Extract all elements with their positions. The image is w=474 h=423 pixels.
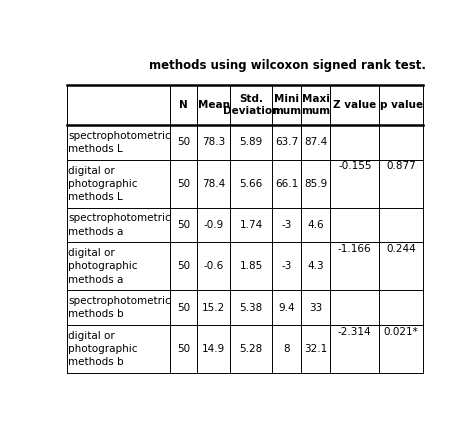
Text: Std.
Deviation: Std. Deviation [223,94,279,116]
Text: digital or
photographic
methods a: digital or photographic methods a [68,248,138,285]
Text: 50: 50 [177,261,191,272]
Text: spectrophotometric
methods L: spectrophotometric methods L [68,131,171,154]
Text: 87.4: 87.4 [304,137,327,147]
Text: 4.3: 4.3 [307,261,324,272]
Text: Mini
mum: Mini mum [272,94,301,116]
Text: Z value: Z value [333,100,376,110]
Text: 9.4: 9.4 [278,303,295,313]
Text: 50: 50 [177,137,191,147]
Text: 50: 50 [177,344,191,354]
Text: 50: 50 [177,220,191,230]
Text: digital or
photographic
methods b: digital or photographic methods b [68,331,138,368]
Text: 66.1: 66.1 [275,179,298,189]
Text: 78.4: 78.4 [202,179,226,189]
Text: 63.7: 63.7 [275,137,298,147]
Text: 5.89: 5.89 [239,137,263,147]
Text: Maxi
mum: Maxi mum [301,94,330,116]
Text: -3: -3 [282,261,292,272]
Text: -1.166: -1.166 [338,244,372,254]
Text: Mean: Mean [198,100,230,110]
Text: 14.9: 14.9 [202,344,226,354]
Text: 4.6: 4.6 [307,220,324,230]
Text: 0.877: 0.877 [386,161,416,171]
Text: 50: 50 [177,179,191,189]
Text: 15.2: 15.2 [202,303,226,313]
Text: 1.74: 1.74 [239,220,263,230]
Text: 0.244: 0.244 [386,244,416,254]
Text: digital or
photographic
methods L: digital or photographic methods L [68,165,138,202]
Text: spectrophotometric
methods a: spectrophotometric methods a [68,214,171,237]
Text: 33: 33 [309,303,322,313]
Text: 85.9: 85.9 [304,179,327,189]
Text: -3: -3 [282,220,292,230]
Text: 0.021*: 0.021* [384,327,419,337]
Text: -0.9: -0.9 [204,220,224,230]
Text: 1.85: 1.85 [239,261,263,272]
Text: 5.38: 5.38 [239,303,263,313]
Text: spectrophotometric
methods b: spectrophotometric methods b [68,296,171,319]
Text: 5.28: 5.28 [239,344,263,354]
Text: 32.1: 32.1 [304,344,327,354]
Text: -0.6: -0.6 [204,261,224,272]
Text: methods using wilcoxon signed rank test.: methods using wilcoxon signed rank test. [148,59,426,72]
Text: 78.3: 78.3 [202,137,226,147]
Text: -2.314: -2.314 [338,327,372,337]
Text: p value: p value [380,100,423,110]
Text: N: N [180,100,188,110]
Text: 50: 50 [177,303,191,313]
Text: -0.155: -0.155 [338,161,372,171]
Text: 8: 8 [283,344,290,354]
Text: 5.66: 5.66 [239,179,263,189]
